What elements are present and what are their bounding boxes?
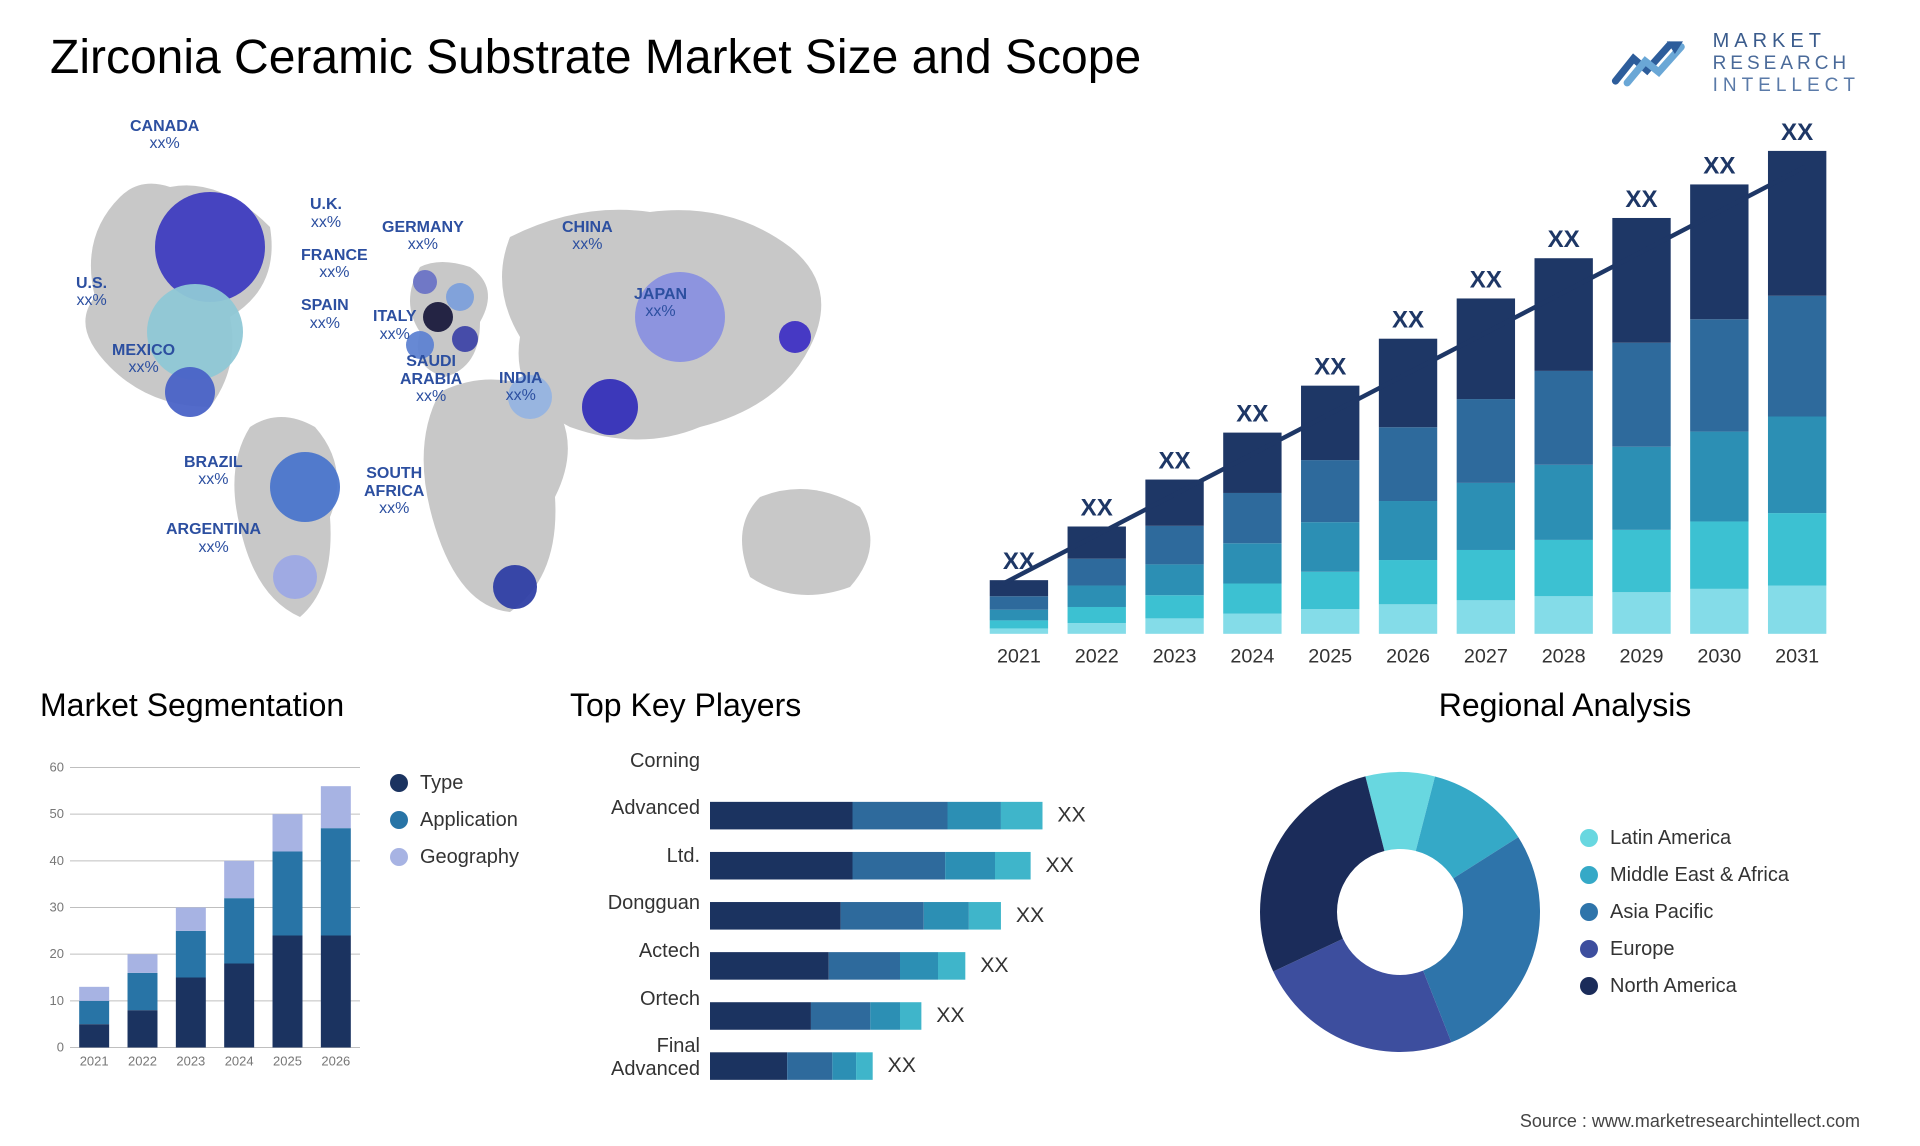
svg-text:XX: XX xyxy=(936,1003,964,1027)
svg-text:40: 40 xyxy=(50,853,64,868)
brand-logo: MARKET RESEARCH INTELLECT xyxy=(1611,30,1860,97)
map-label-india: INDIAxx% xyxy=(499,370,543,405)
source-attribution: Source : www.marketresearchintellect.com xyxy=(1520,1111,1860,1132)
segmentation-chart: 0 10 20 30 40 50 60 2021 2022 2023 2024 2025 2026 xyxy=(40,738,370,1087)
svg-text:XX: XX xyxy=(1625,186,1657,213)
segmentation-legend: Type Application Geography xyxy=(390,738,540,1087)
svg-text:XX: XX xyxy=(1081,494,1113,521)
regional-title: Regional Analysis xyxy=(1250,687,1880,724)
region-legend-item: Asia Pacific xyxy=(1580,901,1880,924)
svg-text:XX: XX xyxy=(1016,903,1044,927)
svg-text:XX: XX xyxy=(1548,226,1580,253)
svg-text:XX: XX xyxy=(1314,353,1346,380)
svg-text:XX: XX xyxy=(1470,266,1502,293)
logo-icon xyxy=(1611,33,1701,93)
svg-text:20: 20 xyxy=(50,946,64,961)
svg-text:2021: 2021 xyxy=(997,645,1041,667)
svg-text:0: 0 xyxy=(57,1039,64,1054)
region-legend-item: Middle East & Africa xyxy=(1580,864,1880,887)
world-map-panel: CANADAxx% U.S.xx% MEXICOxx% BRAZILxx% ARGENT… xyxy=(40,107,940,667)
region-legend-item: Latin America xyxy=(1580,827,1880,850)
map-label-saudi-arabia: SAUDIARABIAxx% xyxy=(400,353,462,406)
svg-text:XX: XX xyxy=(1236,400,1268,427)
svg-text:XX: XX xyxy=(888,1053,916,1077)
svg-text:XX: XX xyxy=(1158,447,1190,474)
map-label-south-africa: SOUTHAFRICAxx% xyxy=(364,465,424,518)
svg-text:60: 60 xyxy=(50,759,64,774)
map-label-germany: GERMANYxx% xyxy=(382,219,464,254)
svg-text:2029: 2029 xyxy=(1620,645,1664,667)
players-chart: XX XX XX XX XX XX xyxy=(710,738,1220,1094)
svg-text:2025: 2025 xyxy=(1308,645,1352,667)
svg-text:2028: 2028 xyxy=(1542,645,1586,667)
players-title: Top Key Players xyxy=(570,687,1220,724)
svg-text:10: 10 xyxy=(50,993,64,1008)
svg-text:XX: XX xyxy=(1392,306,1424,333)
map-label-canada: CANADAxx% xyxy=(130,118,199,153)
svg-text:30: 30 xyxy=(50,899,64,914)
players-labels: Corning Advanced Ltd. Dongguan Actech Ortech F… xyxy=(570,738,700,1094)
svg-text:XX: XX xyxy=(1703,152,1735,179)
map-label-japan: JAPANxx% xyxy=(634,286,687,321)
svg-text:XX: XX xyxy=(1781,119,1813,146)
map-label-italy: ITALYxx% xyxy=(373,308,417,343)
seg-legend-item: Geography xyxy=(390,846,540,869)
player-label: Advanced xyxy=(570,797,700,820)
player-label: Ortech xyxy=(570,988,700,1011)
player-label: Ltd. xyxy=(570,845,700,868)
svg-text:XX: XX xyxy=(1046,852,1074,876)
player-label: Final Advanced xyxy=(570,1035,700,1081)
player-label: Actech xyxy=(570,940,700,963)
seg-legend-item: Application xyxy=(390,809,540,832)
map-label-argentina: ARGENTINAxx% xyxy=(166,521,261,556)
map-label-china: CHINAxx% xyxy=(562,219,613,254)
svg-text:2026: 2026 xyxy=(321,1053,350,1068)
svg-text:2023: 2023 xyxy=(1153,645,1197,667)
region-legend-item: North America xyxy=(1580,975,1880,998)
map-label-u-s-: U.S.xx% xyxy=(76,275,107,310)
growth-chart: XX 2021 XX 2022 XX 2023 XX 2024 XX 2025 XX 2026 XX 20… xyxy=(980,107,1880,678)
svg-text:2030: 2030 xyxy=(1697,645,1741,667)
svg-text:2023: 2023 xyxy=(176,1053,205,1068)
svg-text:2031: 2031 xyxy=(1775,645,1819,667)
svg-text:2022: 2022 xyxy=(1075,645,1119,667)
seg-legend-item: Type xyxy=(390,772,540,795)
regional-legend: Latin America Middle East & Africa Asia Pa… xyxy=(1580,813,1880,1012)
map-label-brazil: BRAZILxx% xyxy=(184,454,243,489)
world-map xyxy=(40,107,940,667)
segmentation-title: Market Segmentation xyxy=(40,687,540,724)
svg-text:2024: 2024 xyxy=(225,1053,254,1068)
player-label: Dongguan xyxy=(570,892,700,915)
growth-chart-panel: XX 2021 XX 2022 XX 2023 XX 2024 XX 2025 XX 2026 XX 20… xyxy=(980,107,1880,667)
map-label-u-k-: U.K.xx% xyxy=(310,196,342,231)
svg-text:2027: 2027 xyxy=(1464,645,1508,667)
svg-text:XX: XX xyxy=(980,953,1008,977)
player-label: Corning xyxy=(570,750,700,773)
map-label-france: FRANCExx% xyxy=(301,247,368,282)
region-legend-item: Europe xyxy=(1580,938,1880,961)
logo-line2: RESEARCH xyxy=(1713,53,1860,75)
logo-line1: MARKET xyxy=(1713,30,1860,53)
svg-text:2021: 2021 xyxy=(80,1053,109,1068)
svg-text:2022: 2022 xyxy=(128,1053,157,1068)
svg-text:50: 50 xyxy=(50,806,64,821)
logo-line3: INTELLECT xyxy=(1713,75,1860,97)
page-title: Zirconia Ceramic Substrate Market Size a… xyxy=(50,30,1141,85)
svg-text:2025: 2025 xyxy=(273,1053,302,1068)
svg-text:2026: 2026 xyxy=(1386,645,1430,667)
svg-text:XX: XX xyxy=(1057,802,1085,826)
svg-text:2024: 2024 xyxy=(1230,645,1274,667)
map-label-mexico: MEXICOxx% xyxy=(112,342,175,377)
regional-donut xyxy=(1250,762,1550,1062)
map-label-spain: SPAINxx% xyxy=(301,297,349,332)
